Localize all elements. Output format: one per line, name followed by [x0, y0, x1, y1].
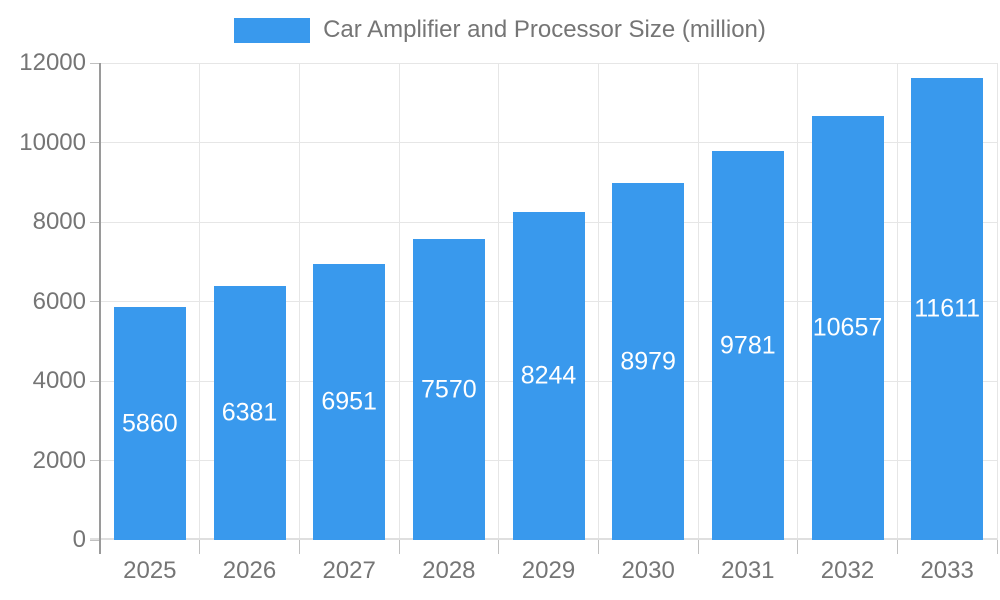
x-axis-tick-label: 2032 [820, 557, 875, 584]
gridline-vertical [597, 63, 599, 540]
y-axis-tick [90, 460, 100, 461]
x-axis-tick-label: 2027 [322, 557, 376, 584]
y-axis-tick-label: 0 [72, 526, 86, 553]
gridline-horizontal [100, 142, 997, 143]
plot-area: 0 2000 4000 6000 8000 10000 12000 5860 2025 6381 2… [19, 50, 998, 584]
bar-2030[interactable]: 8979 [612, 183, 685, 540]
x-axis-tick [896, 540, 898, 554]
bar-value-label: 11611 [914, 294, 981, 323]
bar-value-label: 8979 [620, 347, 676, 376]
x-axis-tick-label: 2025 [123, 557, 177, 584]
y-axis-tick [90, 142, 100, 143]
y-axis-tick [90, 62, 100, 64]
gridline-vertical [797, 63, 799, 540]
x-axis-tick-label: 2030 [621, 557, 675, 584]
y-axis-tick-label: 8000 [32, 208, 86, 235]
x-axis-tick [597, 540, 599, 554]
bar-value-label: 9781 [720, 331, 776, 360]
y-axis-tick [90, 539, 100, 541]
y-axis-tick-label: 10000 [19, 128, 86, 156]
gridline-vertical [697, 63, 699, 540]
legend-item[interactable]: Car Amplifier and Processor Size (millio… [0, 16, 1000, 44]
bar-value-label: 10657 [812, 313, 883, 342]
x-axis-tick [398, 540, 400, 554]
gridline-horizontal [100, 62, 997, 64]
y-axis-tick-label: 6000 [32, 287, 86, 315]
x-axis-tick-label: 2031 [721, 557, 775, 584]
y-axis-tick [90, 301, 100, 302]
legend-swatch [234, 17, 311, 43]
bar-2031[interactable]: 9781 [711, 151, 784, 540]
x-axis-tick-label: 2029 [521, 557, 576, 584]
x-axis-tick [697, 540, 699, 554]
gridline-vertical [398, 63, 400, 540]
x-axis-tick-label: 2033 [920, 557, 974, 584]
bar-value-label: 5860 [122, 409, 178, 438]
x-axis-tick [298, 540, 300, 554]
bar-value-label: 8244 [520, 361, 577, 390]
x-axis-tick [498, 540, 500, 554]
gridline-vertical [199, 63, 201, 540]
y-axis-line [99, 63, 101, 554]
bar-2028[interactable]: 7570 [412, 239, 485, 540]
y-axis-tick-label: 4000 [32, 367, 86, 394]
bar-value-label: 6381 [221, 398, 278, 427]
x-axis-tick-label: 2026 [222, 557, 277, 584]
x-axis-tick-label: 2028 [422, 557, 476, 584]
bar-2033[interactable]: 11611 [911, 78, 984, 540]
gridline-vertical [896, 63, 898, 540]
bar-2027[interactable]: 6951 [313, 263, 386, 540]
bar-2025[interactable]: 5860 [113, 307, 186, 540]
x-axis-tick [996, 540, 998, 554]
legend-label: Car Amplifier and Processor Size (millio… [323, 16, 766, 43]
y-axis-tick-label: 2000 [32, 446, 86, 474]
bar-value-label: 7570 [421, 375, 477, 404]
bar-value-label: 6951 [321, 387, 377, 416]
y-axis-tick [90, 221, 100, 223]
y-axis-tick-label: 12000 [19, 49, 86, 76]
gridline-vertical [298, 63, 300, 540]
y-axis-tick [90, 380, 100, 382]
gridline-vertical [996, 63, 998, 540]
bar-2032[interactable]: 10657 [811, 116, 884, 540]
gridline-vertical [498, 63, 500, 540]
x-axis-tick [797, 540, 799, 554]
bar-2026[interactable]: 6381 [213, 286, 286, 540]
bar-2029[interactable]: 8244 [512, 212, 585, 540]
x-axis-tick [199, 540, 201, 554]
